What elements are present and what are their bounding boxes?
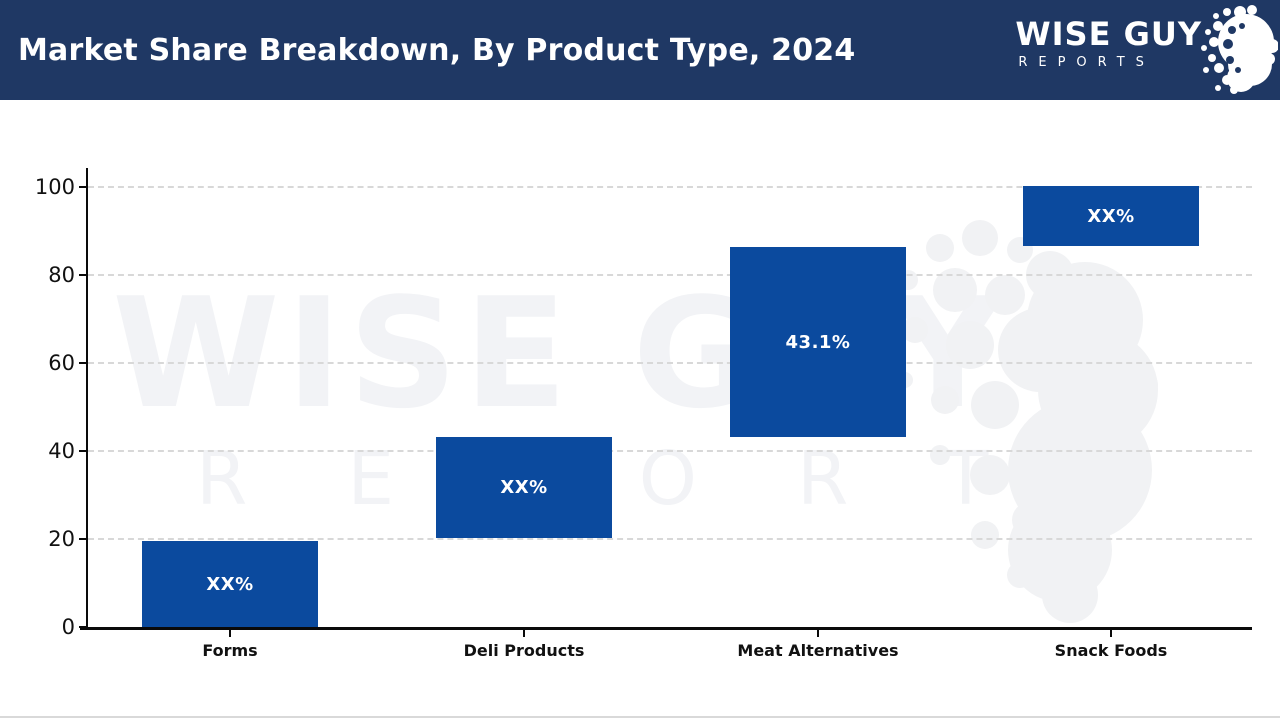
x-tick-mark bbox=[229, 629, 231, 637]
x-axis-line bbox=[80, 627, 1252, 630]
y-tick-mark bbox=[79, 274, 88, 276]
bar-meat-alternatives: 43.1% bbox=[730, 247, 906, 437]
bar-value-label: XX% bbox=[1087, 205, 1135, 227]
bar-value-label: XX% bbox=[500, 477, 548, 498]
bar-value-label: 43.1% bbox=[785, 331, 851, 353]
brand-subtitle: REPORTS bbox=[1018, 55, 1155, 70]
brand-logo: WISE GUY REPORTS bbox=[1010, 0, 1280, 100]
x-category-label: Deli Products bbox=[463, 641, 585, 660]
y-tick-mark bbox=[79, 186, 88, 188]
x-category-label: Snack Foods bbox=[1054, 641, 1168, 660]
bottom-divider bbox=[0, 716, 1280, 718]
gridline bbox=[88, 362, 1252, 364]
y-tick-label: 80 bbox=[48, 263, 75, 287]
gridline bbox=[88, 186, 1252, 188]
bar-deli-products: XX% bbox=[436, 436, 612, 539]
chart-title: Market Share Breakdown, By Product Type,… bbox=[18, 32, 856, 68]
y-tick-mark bbox=[79, 538, 88, 540]
x-tick-mark bbox=[817, 629, 819, 637]
y-tick-label: 60 bbox=[48, 351, 75, 375]
y-tick-mark bbox=[79, 450, 88, 452]
gridline bbox=[88, 274, 1252, 276]
x-category-label: Meat Alternatives bbox=[737, 641, 899, 660]
y-axis-line bbox=[86, 168, 88, 630]
y-tick-label: 20 bbox=[48, 527, 75, 551]
gridline bbox=[88, 450, 1252, 452]
header-band: Market Share Breakdown, By Product Type,… bbox=[0, 0, 1280, 100]
y-tick-label: 100 bbox=[34, 175, 75, 199]
bar-snack-foods: XX% bbox=[1023, 186, 1199, 247]
brand-logo-text: WISE GUY REPORTS bbox=[1015, 18, 1202, 70]
brand-name: WISE GUY bbox=[1015, 15, 1202, 53]
gridline bbox=[88, 538, 1252, 540]
y-tick-label: 0 bbox=[61, 615, 75, 639]
x-tick-mark bbox=[523, 629, 525, 637]
y-tick-mark bbox=[79, 362, 88, 364]
bar-forms: XX% bbox=[142, 541, 318, 627]
watermark-head-icon bbox=[897, 220, 1158, 623]
bar-value-label: XX% bbox=[206, 573, 254, 595]
x-tick-mark bbox=[1110, 629, 1112, 637]
x-category-label: Forms bbox=[202, 641, 258, 660]
brand-head-icon bbox=[1201, 5, 1278, 94]
plot-area: WISE GUY REPORTS bbox=[0, 100, 1280, 720]
y-tick-label: 40 bbox=[48, 439, 75, 463]
